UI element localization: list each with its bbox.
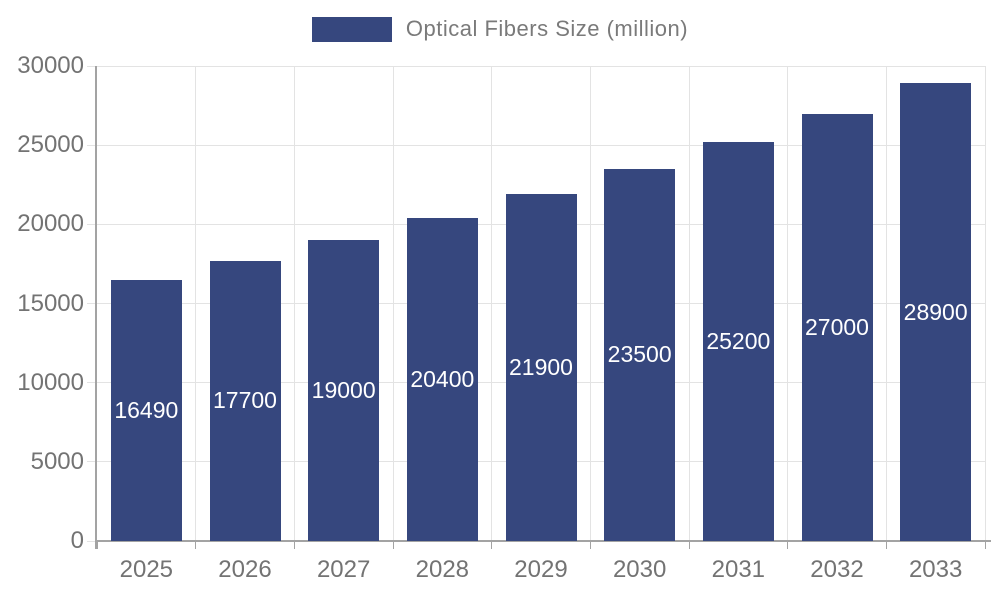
x-axis-tick: [688, 541, 690, 549]
gridline-vertical: [787, 66, 789, 541]
gridline-vertical: [195, 66, 197, 541]
bar-value-label: 17700: [213, 387, 277, 414]
x-axis-tick: [984, 541, 986, 549]
gridline-vertical: [885, 66, 887, 541]
bar-2025[interactable]: 16490: [110, 279, 182, 541]
y-axis-tick-label: 25000: [17, 131, 84, 159]
legend-label: Optical Fibers Size (million): [405, 16, 689, 41]
y-axis-tick: [87, 382, 97, 384]
y-axis-tick-label: 20000: [17, 210, 84, 238]
bar-2028[interactable]: 20400: [406, 218, 478, 541]
y-axis-tick: [87, 540, 97, 542]
x-axis-tick: [293, 541, 295, 549]
bar-value-label: 19000: [311, 377, 376, 404]
x-axis-tick: [392, 541, 394, 549]
gridline-vertical: [392, 66, 394, 541]
y-axis-tick: [87, 65, 97, 67]
bar-2029[interactable]: 21900: [505, 194, 577, 541]
y-axis-tick-label: 0: [70, 527, 84, 554]
bar-2027[interactable]: 19000: [308, 240, 380, 541]
legend-swatch: [311, 16, 392, 42]
x-axis-tick-label: 2026: [218, 556, 272, 583]
y-axis-tick: [87, 461, 97, 463]
gridline-horizontal: [97, 65, 985, 67]
bar-2026[interactable]: 17700: [209, 260, 281, 541]
x-axis-tick-label: 2032: [810, 556, 864, 583]
x-axis-tick-label: 2029: [514, 556, 568, 583]
y-axis-tick-label: 30000: [17, 52, 84, 79]
x-axis-tick: [195, 541, 197, 549]
x-axis-tick: [491, 541, 493, 549]
bar-value-label: 21900: [509, 354, 573, 381]
bar-value-label: 25200: [706, 328, 771, 354]
x-axis-tick: [885, 541, 887, 549]
bar-2033[interactable]: 28900: [900, 83, 972, 541]
gridline-vertical: [589, 66, 591, 541]
x-axis-tick-label: 2031: [711, 556, 766, 583]
y-axis-tick-label: 10000: [17, 368, 84, 396]
y-axis-tick-label: 5000: [30, 447, 84, 475]
x-axis-tick-label: 2027: [316, 556, 371, 583]
x-axis-tick-label: 2028: [415, 556, 470, 583]
x-axis-tick: [787, 541, 789, 549]
x-axis-line: [95, 540, 991, 542]
bar-value-label: 20400: [410, 366, 475, 392]
gridline-vertical: [688, 66, 690, 541]
bar-value-label: 28900: [903, 298, 968, 325]
gridline-vertical: [491, 66, 493, 541]
gridline-horizontal: [97, 144, 985, 146]
gridline-vertical: [293, 66, 295, 541]
x-axis-tick-label: 2025: [119, 556, 174, 583]
x-axis-tick-label: 2030: [612, 556, 667, 583]
y-axis-tick-label: 15000: [17, 289, 84, 317]
gridline-vertical: [984, 66, 986, 541]
bar-value-label: 16490: [114, 396, 179, 423]
bar-2031[interactable]: 25200: [702, 142, 774, 541]
y-axis-tick: [87, 303, 97, 304]
y-axis-tick: [87, 223, 97, 225]
bar-value-label: 23500: [607, 341, 672, 368]
y-axis-line: [95, 66, 97, 549]
legend-item[interactable]: Optical Fibers Size (million): [0, 16, 1000, 42]
x-axis-tick-label: 2033: [908, 556, 963, 583]
bar-2030[interactable]: 23500: [604, 168, 676, 541]
y-axis-tick: [87, 144, 97, 146]
x-axis-tick: [96, 541, 98, 549]
x-axis-tick: [589, 541, 591, 549]
bar-2032[interactable]: 27000: [801, 113, 873, 541]
plot-area: 0 5000 10000 15000 20000 25000 30000 16490 2025 1…: [17, 52, 991, 583]
bar-value-label: 27000: [805, 313, 869, 340]
